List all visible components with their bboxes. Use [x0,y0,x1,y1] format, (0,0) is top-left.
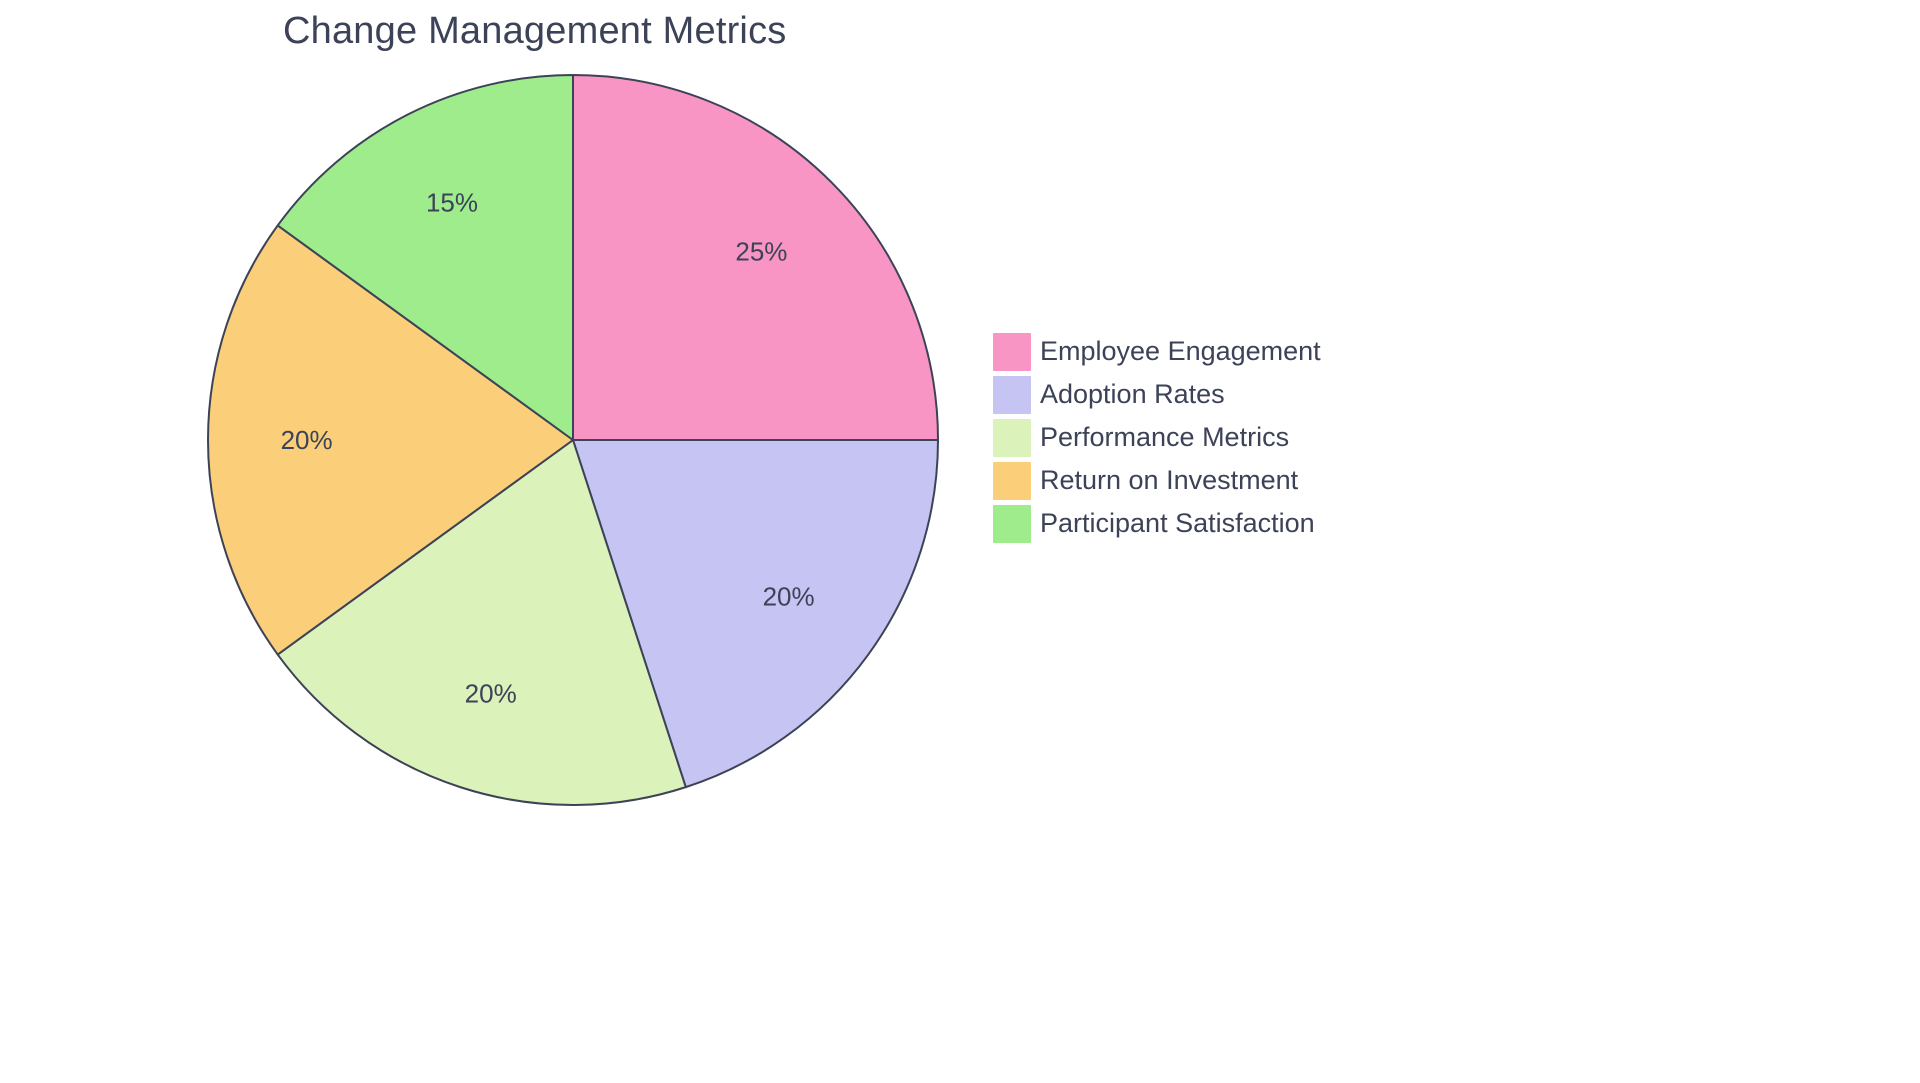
legend-swatch [993,418,1031,457]
pie-slice-3 [207,224,574,656]
pie-slice-0 [572,74,939,441]
legend-item: Return on Investment [993,459,1321,502]
legend-swatch [993,504,1031,543]
slice-percent-label: 20% [763,582,815,612]
legend-item: Participant Satisfaction [993,502,1321,545]
legend-item: Adoption Rates [993,373,1321,416]
legend-item: Employee Engagement [993,330,1321,373]
pie-slice-4 [276,74,574,441]
legend-label: Performance Metrics [1040,422,1290,452]
pie-slice-2 [276,439,687,806]
legend-swatch [993,332,1031,371]
legend-label: Participant Satisfaction [1040,508,1315,538]
legend-swatch [993,375,1031,414]
pie-slice-1 [572,439,939,789]
chart-title: Change Management Metrics [283,10,787,52]
legend-label: Adoption Rates [1040,379,1225,409]
slice-percent-label: 15% [426,188,478,218]
legend-label: Return on Investment [1040,465,1299,495]
legend-item: Performance Metrics [993,416,1321,459]
slice-percent-label: 20% [281,425,333,455]
slice-percent-label: 20% [465,678,517,708]
legend: Employee Engagement Adoption Rates Perform… [993,330,1321,545]
slice-percent-label: 25% [735,237,787,267]
legend-label: Employee Engagement [1040,336,1321,366]
legend-swatch [993,461,1031,500]
